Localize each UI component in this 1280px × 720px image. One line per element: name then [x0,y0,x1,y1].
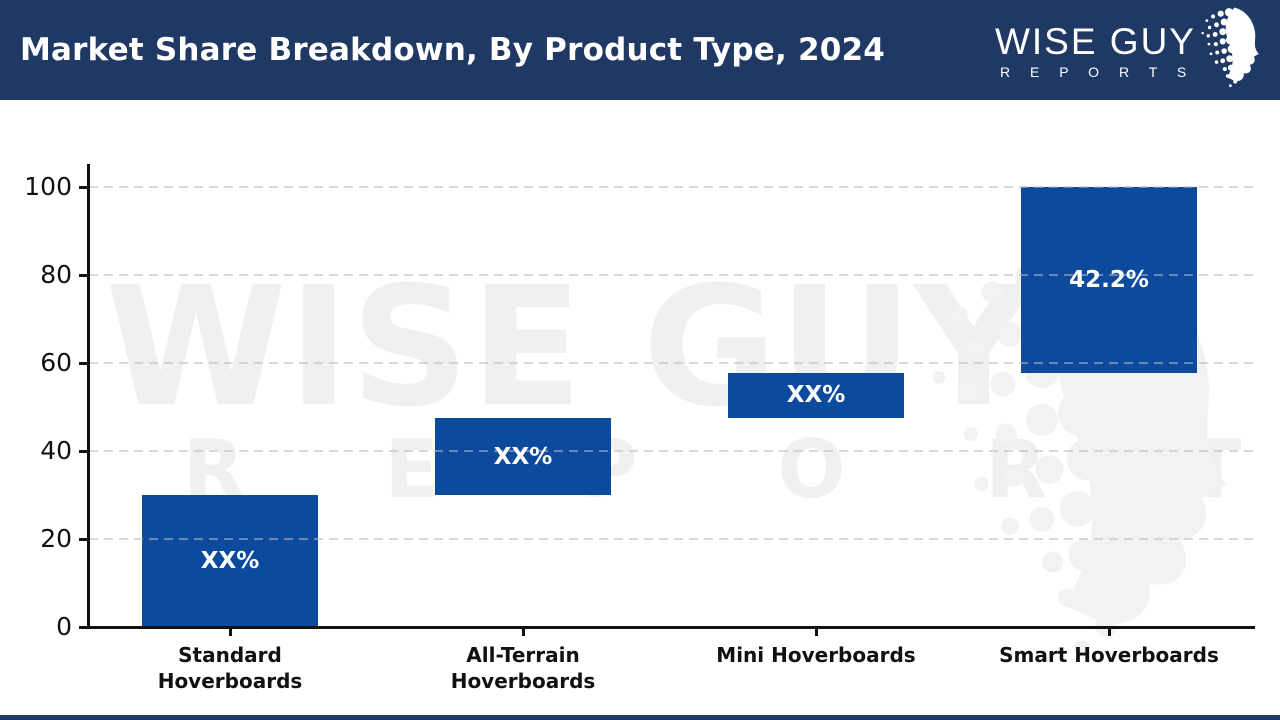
bar [435,418,611,495]
y-tick-mark [79,186,88,189]
brand-name: WISE GUY [994,21,1196,62]
y-tick-label: 40 [40,436,72,465]
brand-logo: WISE GUY R E P O R T S [994,7,1268,94]
x-tick-mark [815,627,818,636]
brand-tagline: R E P O R T S [999,63,1195,80]
page-title: Market Share Breakdown, By Product Type,… [20,32,886,68]
y-tick-label: 80 [40,260,72,289]
chart-area: WISE GUY R E P O R T S 020406080100XX%XX… [0,100,1280,715]
gridline [89,450,1255,452]
y-axis-line [87,164,90,628]
y-tick-label: 0 [56,612,72,641]
y-tick-label: 20 [40,524,72,553]
y-tick-label: 100 [24,171,72,201]
bar-value-label: XX% [493,443,553,470]
gridline [89,186,1255,188]
gridline [89,538,1255,540]
plot-area: 0 20 40 60 80 100 XX% XX% XX% 42.2% Standard Hover… [24,164,1256,693]
header: Market Share Breakdown, By Product Type,… [0,0,1280,100]
bar-value-label: XX% [200,548,260,574]
x-tick-label: All-Terrain Hoverboards [450,643,596,693]
brand-head-icon [1201,7,1259,88]
bar-value-label: 42.2% [1069,266,1149,293]
bar-value-label: XX% [786,382,846,409]
x-tick-label: Mini Hoverboards [716,643,916,667]
bar [1021,187,1197,373]
y-tick-mark [79,450,88,453]
x-axis-line [87,626,1255,629]
y-tick-mark [79,626,88,629]
bar [142,495,318,627]
y-tick-mark [79,362,88,365]
y-tick-mark [79,274,88,277]
x-tick-label: Standard Hoverboards [157,643,303,693]
x-tick-mark [229,627,232,636]
y-tick-label: 60 [40,348,72,377]
bottom-bar [0,715,1280,720]
x-tick-mark [522,627,525,636]
bar [728,372,904,418]
gridline [89,362,1255,364]
y-tick-mark [79,538,88,541]
x-tick-mark [1108,627,1111,636]
x-tick-label: Smart Hoverboards [999,643,1219,667]
gridline [89,274,1255,276]
brand-logo-text: WISE GUY R E P O R T S [994,21,1196,80]
